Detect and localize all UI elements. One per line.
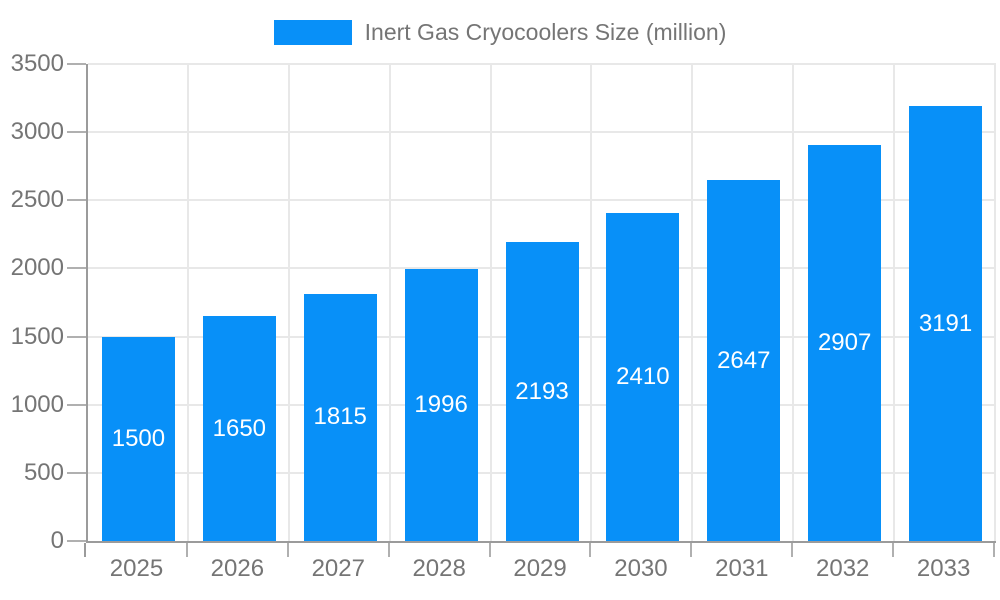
x-axis-tick xyxy=(589,543,592,557)
gridline-x xyxy=(893,64,896,541)
y-tick-label: 3000 xyxy=(10,118,64,146)
legend-swatch-icon xyxy=(273,20,352,45)
x-tick-label: 2030 xyxy=(614,555,668,582)
bar[interactable]: 1996 xyxy=(404,268,478,541)
y-axis-tick xyxy=(67,63,86,65)
gridline-y xyxy=(88,199,996,202)
bar-value-label: 2410 xyxy=(616,362,670,390)
y-tick-label: 2000 xyxy=(10,254,64,282)
bar[interactable]: 1500 xyxy=(101,336,175,541)
x-tick-label: 2031 xyxy=(715,555,769,582)
gridline-x xyxy=(388,64,391,541)
legend[interactable]: Inert Gas Cryocoolers Size (million) xyxy=(0,19,1000,46)
x-axis-tick xyxy=(286,543,289,557)
y-tick-label: 1500 xyxy=(10,322,64,350)
y-tick-label: 3500 xyxy=(10,50,64,77)
x-tick-label: 2025 xyxy=(109,555,164,582)
gridline-x xyxy=(590,64,593,541)
y-axis-tick xyxy=(67,540,86,542)
y-tick-label: 1000 xyxy=(10,390,64,418)
y-axis-tick xyxy=(67,267,86,270)
bar-value-label: 2647 xyxy=(717,346,771,374)
bar[interactable]: 2410 xyxy=(606,212,680,541)
y-axis-tick xyxy=(67,199,86,202)
gridline-x xyxy=(994,64,996,541)
gridline-x xyxy=(792,64,795,541)
y-axis-tick xyxy=(67,403,86,406)
x-axis-tick xyxy=(488,543,491,557)
gridline-x xyxy=(691,64,694,541)
gridline-x xyxy=(287,64,290,541)
bar[interactable]: 2193 xyxy=(505,242,579,541)
x-tick-label: 2028 xyxy=(412,555,466,582)
x-axis-tick xyxy=(993,543,995,557)
x-axis-tick xyxy=(892,543,895,557)
x-tick-label: 2032 xyxy=(816,555,870,582)
y-axis-tick xyxy=(67,335,86,338)
gridline-x xyxy=(489,64,492,541)
x-axis-tick xyxy=(185,543,188,557)
y-tick-label: 0 xyxy=(50,527,64,554)
x-axis-tick xyxy=(84,543,86,557)
bar[interactable]: 1815 xyxy=(303,293,377,541)
x-tick-label: 2027 xyxy=(311,555,365,582)
gridline-y xyxy=(88,131,996,134)
plot-area: 1500 1650 1815 1996 2193 2410 2647 2907 3191 xyxy=(86,63,996,543)
x-tick-label: 2029 xyxy=(513,555,567,582)
y-tick-label: 500 xyxy=(23,458,64,486)
x-axis-tick xyxy=(791,543,794,557)
bar[interactable]: 1650 xyxy=(202,316,276,541)
y-axis-tick xyxy=(67,131,86,134)
gridline-y xyxy=(88,63,996,65)
legend-label: Inert Gas Cryocoolers Size (million) xyxy=(364,19,727,45)
x-axis-tick xyxy=(690,543,693,557)
bar-value-label: 2907 xyxy=(817,328,872,356)
bar-value-label: 1996 xyxy=(414,390,468,418)
bar-value-label: 1650 xyxy=(212,414,267,442)
bar-value-label: 1815 xyxy=(313,403,367,431)
y-axis-tick xyxy=(67,471,86,474)
y-tick-label: 2500 xyxy=(10,186,64,214)
bar-value-label: 1500 xyxy=(111,424,166,452)
x-tick-label: 2026 xyxy=(210,555,265,582)
bar-value-label: 3191 xyxy=(918,309,973,337)
bar[interactable]: 3191 xyxy=(909,106,983,541)
bar-value-label: 2193 xyxy=(515,377,569,405)
bar[interactable]: 2907 xyxy=(808,144,882,541)
x-tick-label: 2033 xyxy=(916,555,971,582)
x-axis-tick xyxy=(387,543,390,557)
bar[interactable]: 2647 xyxy=(707,180,781,541)
gridline-x xyxy=(186,64,189,541)
